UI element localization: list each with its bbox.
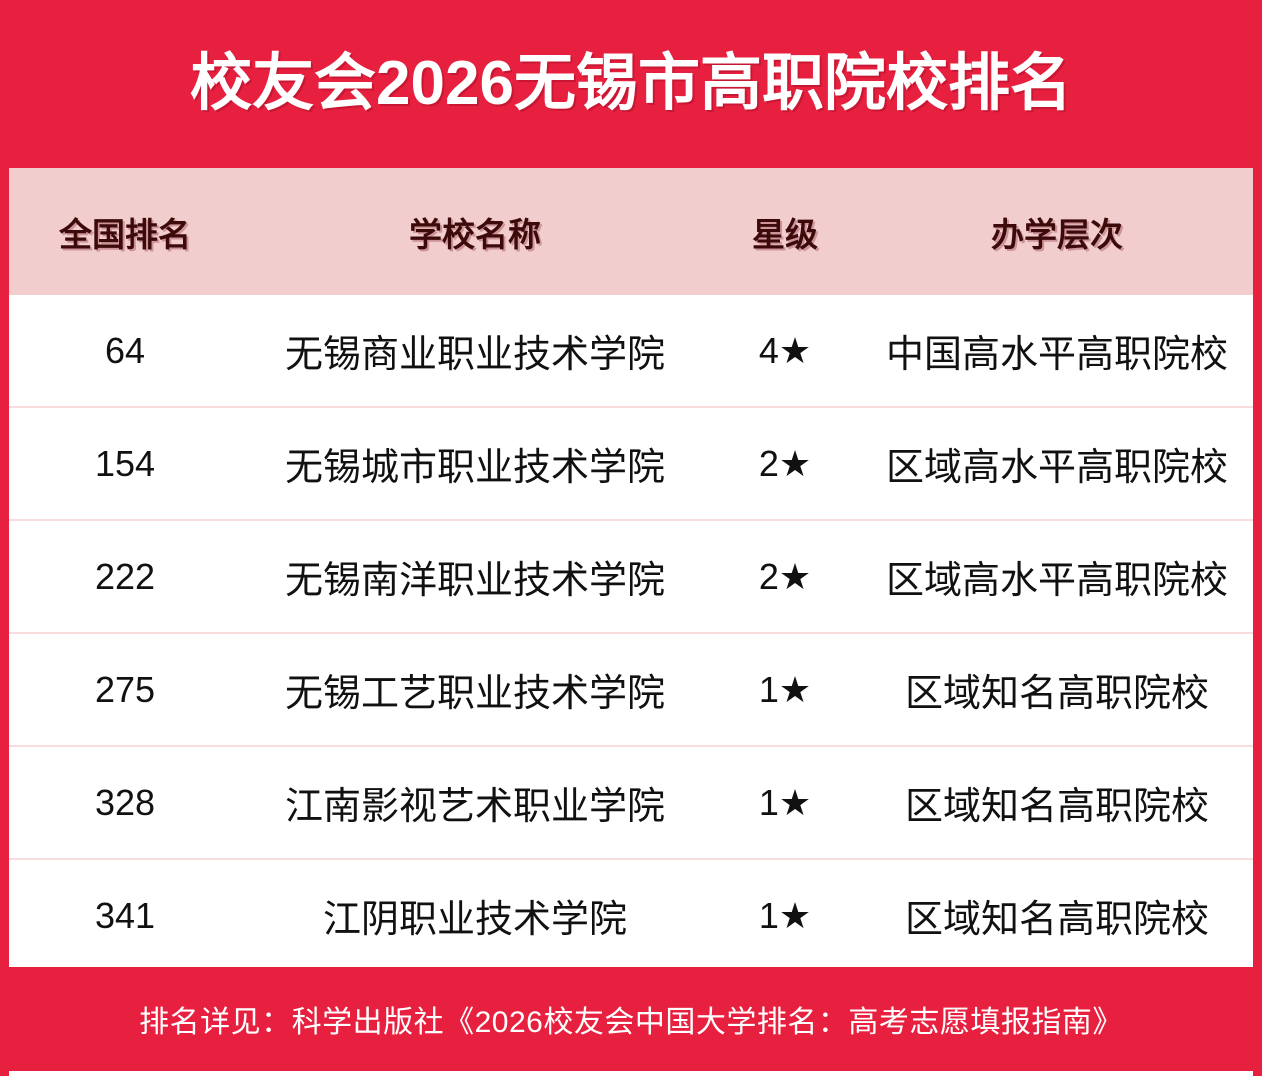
cell-school: 江阴职业技术学院 (241, 858, 709, 967)
cell-level: 中国高水平高职院校 (885, 334, 1228, 376)
column-header-rank: 全国排名 (59, 215, 191, 253)
table-row: 275 无锡工艺职业技术学院 1★ 区域知名高职院校 (9, 632, 1253, 746)
footer-band: 排名详见：科学出版社《2026校友会中国大学排名：高考志愿填报指南》 (0, 967, 1262, 1071)
table-body: 64 无锡商业职业技术学院 4★ 中国高水平高职院校 154 无锡城市职业技术学… (9, 295, 1253, 967)
footer-note: 排名详见：科学出版社《2026校友会中国大学排名：高考志愿填报指南》 (139, 1006, 1123, 1039)
cell-rank: 154 (9, 406, 241, 520)
cell-level: 区域高水平高职院校 (861, 519, 1253, 633)
cell-star: 4★ (758, 329, 812, 371)
cell-school: 无锡工艺职业技术学院 (241, 632, 709, 746)
table-row: 154 无锡城市职业技术学院 2★ 区域高水平高职院校 (9, 406, 1253, 520)
ranking-table-container: 全国排名 学校名称 星级 办学层次 64 无锡商业职业技术学院 4★ 中国高水平… (9, 168, 1253, 967)
cell-star: 2★ (709, 406, 861, 520)
column-header-star: 星级 (752, 215, 818, 253)
column-header-level: 办学层次 (991, 215, 1123, 253)
cell-school: 江南影视艺术职业学院 (241, 745, 709, 859)
cell-school: 无锡商业职业技术学院 (284, 334, 665, 376)
table-row: 222 无锡南洋职业技术学院 2★ 区域高水平高职院校 (9, 519, 1253, 633)
table-header: 全国排名 学校名称 星级 办学层次 (9, 168, 1253, 295)
cell-star: 2★ (709, 519, 861, 633)
cell-star: 1★ (709, 745, 861, 859)
cell-rank: 64 (104, 329, 146, 371)
cell-school: 无锡南洋职业技术学院 (241, 519, 709, 633)
table-row: 341 江阴职业技术学院 1★ 区域知名高职院校 (9, 858, 1253, 967)
cell-level: 区域知名高职院校 (861, 745, 1253, 859)
page-title: 校友会2026无锡市高职院校排名 (190, 49, 1072, 118)
cell-star: 1★ (709, 858, 861, 967)
ranking-table: 全国排名 学校名称 星级 办学层次 64 无锡商业职业技术学院 4★ 中国高水平… (9, 168, 1253, 967)
cell-rank: 275 (9, 632, 241, 746)
cell-rank: 328 (9, 745, 241, 859)
bottom-strip (9, 1071, 1253, 1076)
cell-star: 1★ (709, 632, 861, 746)
cell-rank: 341 (9, 858, 241, 967)
table-row: 64 无锡商业职业技术学院 4★ 中国高水平高职院校 (9, 295, 1253, 407)
table-header-row: 全国排名 学校名称 星级 办学层次 (9, 168, 1253, 295)
cell-rank: 222 (9, 519, 241, 633)
cell-level: 区域知名高职院校 (861, 858, 1253, 967)
table-row: 328 江南影视艺术职业学院 1★ 区域知名高职院校 (9, 745, 1253, 859)
cell-level: 区域高水平高职院校 (861, 406, 1253, 520)
cell-level: 区域知名高职院校 (861, 632, 1253, 746)
title-banner: 校友会2026无锡市高职院校排名 (0, 0, 1262, 168)
column-header-school: 学校名称 (409, 215, 541, 253)
cell-school: 无锡城市职业技术学院 (241, 406, 709, 520)
